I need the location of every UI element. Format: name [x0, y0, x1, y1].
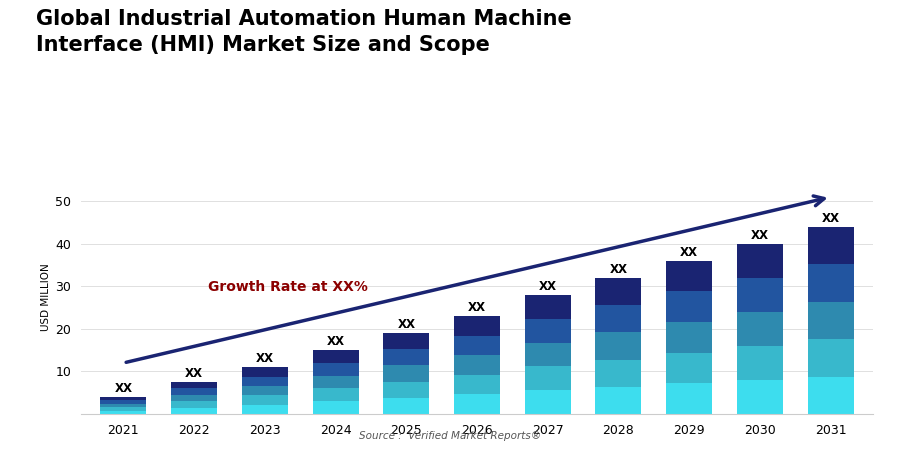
Bar [101, 400, 147, 404]
Bar [596, 305, 642, 332]
Bar [171, 408, 217, 414]
Bar [101, 407, 147, 410]
Bar [312, 363, 358, 376]
Text: Source :  Verified Market Reports®: Source : Verified Market Reports® [359, 431, 541, 441]
Bar [242, 386, 288, 395]
Bar [171, 382, 217, 388]
Bar [171, 388, 217, 395]
Bar [242, 405, 288, 414]
Bar [807, 339, 853, 377]
Bar [383, 382, 429, 398]
Bar [312, 401, 358, 414]
Bar [312, 388, 358, 401]
Bar [171, 395, 217, 401]
Text: XX: XX [468, 302, 486, 315]
Bar [312, 376, 358, 388]
Bar [525, 319, 571, 342]
Text: XX: XX [609, 263, 627, 276]
Bar [666, 292, 712, 322]
Bar [454, 356, 500, 375]
Bar [242, 367, 288, 377]
Bar [525, 390, 571, 414]
Bar [807, 264, 853, 302]
Bar [807, 377, 853, 414]
Bar [596, 278, 642, 305]
Bar [101, 397, 147, 400]
Y-axis label: USD MILLION: USD MILLION [41, 263, 51, 331]
Text: XX: XX [185, 367, 203, 380]
Bar [596, 360, 642, 387]
Bar [737, 346, 783, 380]
Bar [737, 380, 783, 414]
Bar [596, 332, 642, 360]
Text: XX: XX [822, 212, 840, 225]
Text: Global Industrial Automation Human Machine
Interface (HMI) Market Size and Scope: Global Industrial Automation Human Machi… [36, 9, 572, 54]
Bar [666, 353, 712, 383]
Bar [807, 302, 853, 339]
Bar [666, 261, 712, 292]
Bar [737, 244, 783, 278]
Text: XX: XX [114, 382, 132, 395]
Text: XX: XX [256, 352, 274, 365]
Text: XX: XX [751, 229, 769, 242]
Bar [242, 377, 288, 386]
Bar [666, 383, 712, 414]
Text: XX: XX [680, 246, 698, 259]
Text: XX: XX [327, 336, 345, 348]
Bar [525, 366, 571, 390]
Bar [454, 395, 500, 414]
Bar [454, 375, 500, 395]
Bar [101, 404, 147, 407]
Bar [596, 387, 642, 414]
Text: XX: XX [539, 280, 557, 293]
Bar [383, 333, 429, 349]
Bar [383, 349, 429, 365]
Bar [807, 227, 853, 264]
Bar [666, 322, 712, 353]
Bar [242, 395, 288, 405]
Bar [525, 295, 571, 319]
Bar [383, 365, 429, 382]
Bar [383, 398, 429, 414]
Bar [525, 342, 571, 366]
Bar [454, 316, 500, 336]
Bar [101, 410, 147, 414]
Bar [454, 336, 500, 356]
Bar [737, 278, 783, 312]
Bar [171, 401, 217, 408]
Text: XX: XX [397, 319, 415, 332]
Text: Growth Rate at XX%: Growth Rate at XX% [208, 279, 368, 293]
Bar [312, 350, 358, 363]
Bar [737, 312, 783, 346]
